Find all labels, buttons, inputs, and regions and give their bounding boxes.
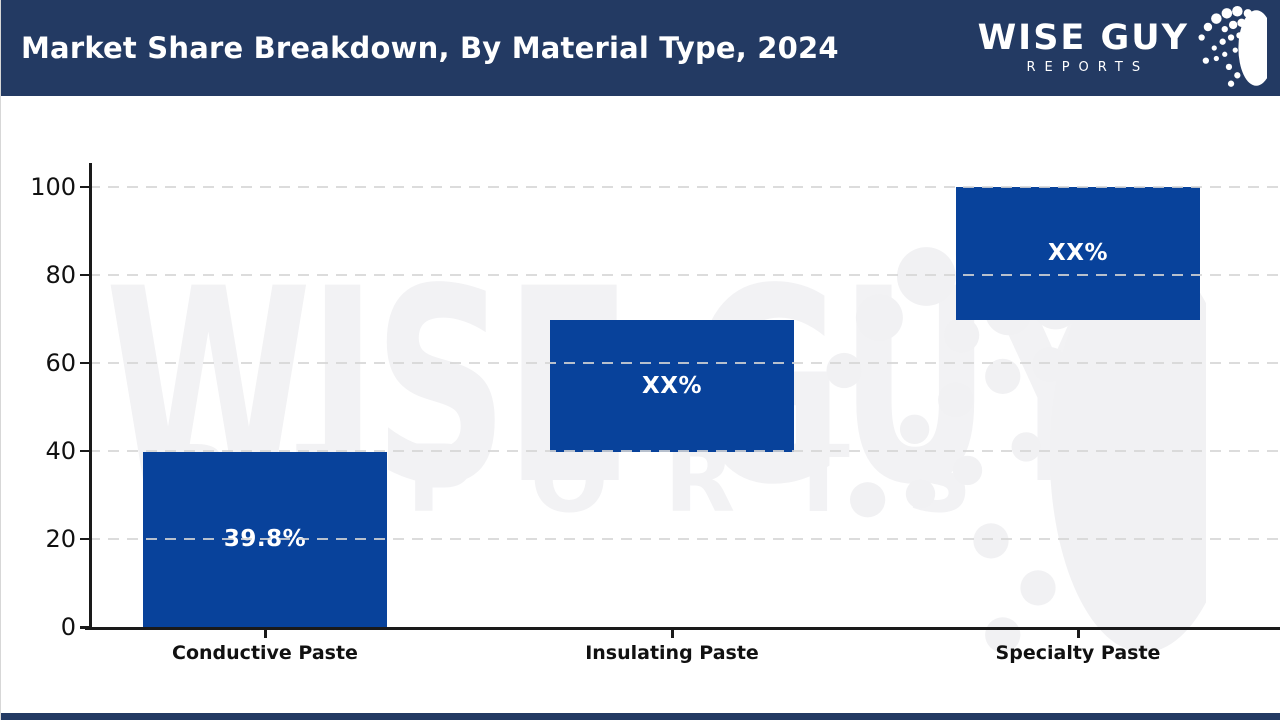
y-tick-label: 100 [30, 172, 76, 201]
gridline [89, 273, 1280, 276]
y-tick-mark [80, 273, 89, 277]
x-tick-mark [264, 629, 267, 638]
gridline [89, 449, 1280, 452]
y-tick-mark [80, 537, 89, 541]
y-tick-mark [80, 449, 89, 453]
x-category-label: Conductive Paste [172, 642, 358, 664]
bar-value-label: XX% [1047, 240, 1108, 266]
y-tick-mark [80, 185, 89, 188]
y-axis-line [89, 163, 92, 629]
gridline [89, 185, 1280, 188]
bar-value-label: XX% [641, 372, 702, 399]
logo-subtitle: REPORTS [1026, 60, 1150, 75]
y-tick-label: 20 [45, 524, 76, 553]
x-tick-mark [671, 629, 674, 638]
bar: XX% [550, 319, 794, 452]
x-axis-line [85, 627, 1280, 630]
x-category-label: Specialty Paste [995, 642, 1161, 664]
page-title: Market Share Breakdown, By Material Type… [21, 31, 839, 65]
y-tick-label: 80 [45, 260, 76, 289]
gridline [89, 537, 1280, 540]
y-tick-label: 40 [45, 436, 76, 465]
y-tick-label: 0 [60, 613, 76, 641]
bar: XX% [956, 186, 1200, 320]
chart-area: WISE GUY REPORTS 39.8% XX% XX% 0 20 40 60 80 100… [1, 96, 1280, 713]
footer-bar [1, 713, 1280, 720]
logo-face-icon [1198, 6, 1267, 87]
x-tick-mark [1077, 629, 1080, 638]
plot-layer: 39.8% XX% XX% 0 20 40 60 80 100 Conductive Paste I… [1, 96, 1280, 713]
y-tick-mark [80, 361, 89, 365]
header-bar: Market Share Breakdown, By Material Type… [1, 0, 1280, 96]
y-tick-mark [80, 626, 89, 629]
gridline [89, 361, 1280, 364]
wise-guy-reports-logo: WISE GUY REPORTS [978, 6, 1267, 90]
y-tick-label: 60 [45, 348, 76, 377]
x-category-label: Insulating Paste [585, 642, 759, 664]
logo-wordmark: WISE GUY [977, 18, 1189, 58]
